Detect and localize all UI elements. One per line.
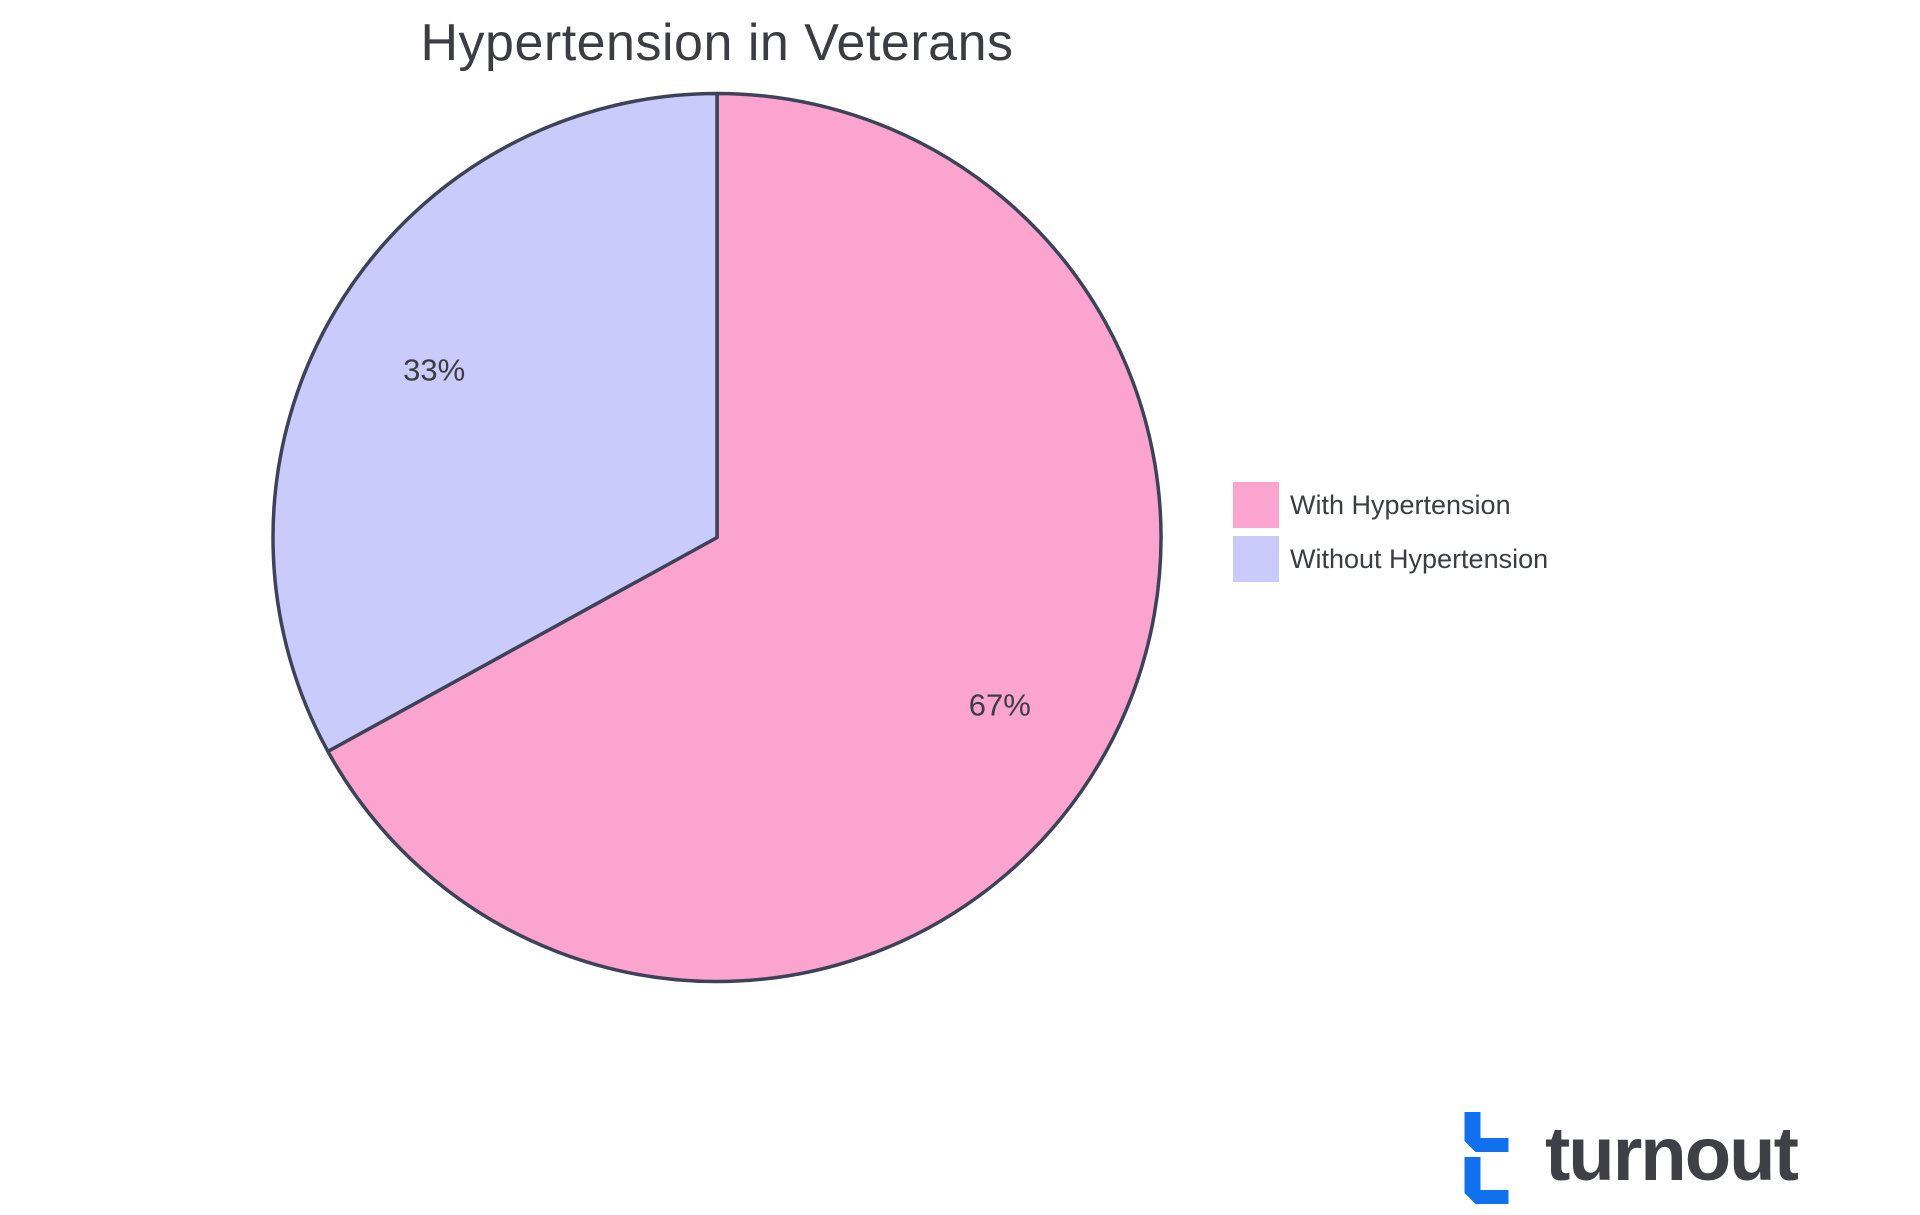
legend-swatch xyxy=(1233,536,1279,582)
legend-swatch xyxy=(1233,482,1279,528)
chart-title: Hypertension in Veterans xyxy=(420,14,1014,72)
pie-slice-label: 33% xyxy=(403,353,465,388)
brand-lockup: turnout xyxy=(1464,1112,1799,1204)
legend-label: Without Hypertension xyxy=(1290,543,1549,574)
brand-wordmark: turnout xyxy=(1545,1112,1799,1197)
legend-item-with-hypertension: With Hypertension xyxy=(1233,482,1548,528)
legend-item-without-hypertension: Without Hypertension xyxy=(1233,536,1548,582)
legend: With Hypertension Without Hypertension xyxy=(1233,482,1548,590)
pie-slice-without-hypertension xyxy=(271,91,719,754)
pie-slice-with-hypertension xyxy=(326,91,1163,984)
pie-slice-label: 67% xyxy=(969,687,1031,722)
legend-label: With Hypertension xyxy=(1290,489,1511,520)
turnout-t-icon xyxy=(1464,1112,1509,1204)
